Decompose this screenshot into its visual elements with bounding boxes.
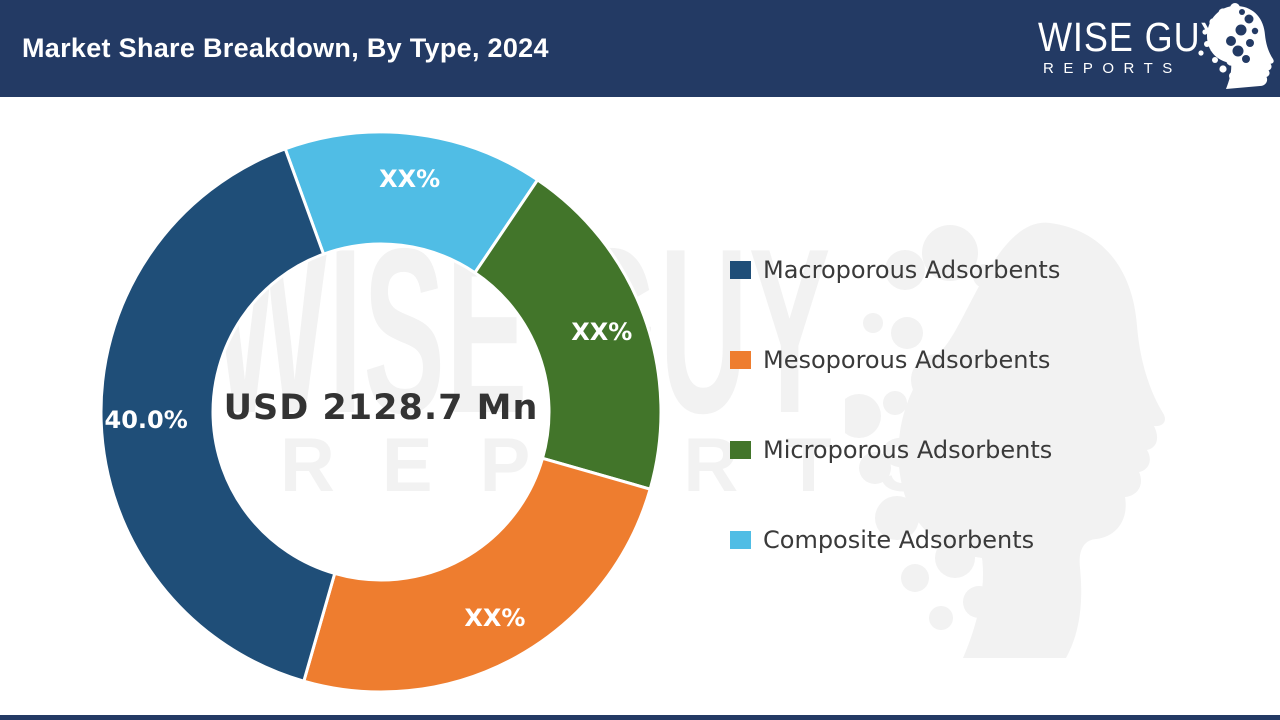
legend-swatch xyxy=(730,351,751,369)
donut-segment-microporous-adsorbents xyxy=(473,178,663,491)
segment-value-label: XX% xyxy=(464,603,526,632)
chart-center-value: USD 2128.7 Mn xyxy=(223,388,539,428)
legend-label: Microporous Adsorbents xyxy=(763,436,1053,464)
legend-label: Composite Adsorbents xyxy=(763,526,1035,554)
page-title: Market Share Breakdown, By Type, 2024 xyxy=(22,33,549,63)
wiseguy-face-icon xyxy=(1198,3,1274,90)
legend-label: Macroporous Adsorbents xyxy=(763,256,1061,284)
donut-segment-macroporous-adsorbents xyxy=(99,147,337,683)
chart-legend: Macroporous Adsorbents Mesoporous Adsorbe… xyxy=(730,256,1060,616)
legend-item-macroporous-adsorbents: Macroporous Adsorbents xyxy=(730,256,1060,284)
legend-item-microporous-adsorbents: Microporous Adsorbents xyxy=(730,436,1060,464)
wiseguy-logo: WISE GUY REPORTS xyxy=(1034,0,1274,97)
legend-item-mesoporous-adsorbents: Mesoporous Adsorbents xyxy=(730,346,1060,374)
legend-swatch xyxy=(730,261,751,279)
segment-value-label: XX% xyxy=(379,164,441,193)
legend-swatch xyxy=(730,441,751,459)
watermark-face-icon xyxy=(845,222,1165,658)
logo-subtext: REPORTS xyxy=(1043,60,1182,77)
legend-swatch xyxy=(730,531,751,549)
donut-segment-mesoporous-adsorbents xyxy=(302,456,652,694)
footer-bar xyxy=(0,715,1280,720)
segment-value-label: XX% xyxy=(571,317,633,346)
segment-value-label: 40.0% xyxy=(104,406,188,435)
header-bar: Market Share Breakdown, By Type, 2024 WI… xyxy=(0,0,1280,97)
legend-label: Mesoporous Adsorbents xyxy=(763,346,1051,374)
legend-item-composite-adsorbents: Composite Adsorbents xyxy=(730,526,1060,554)
logo-wordmark: WISE GUY xyxy=(1038,14,1226,60)
